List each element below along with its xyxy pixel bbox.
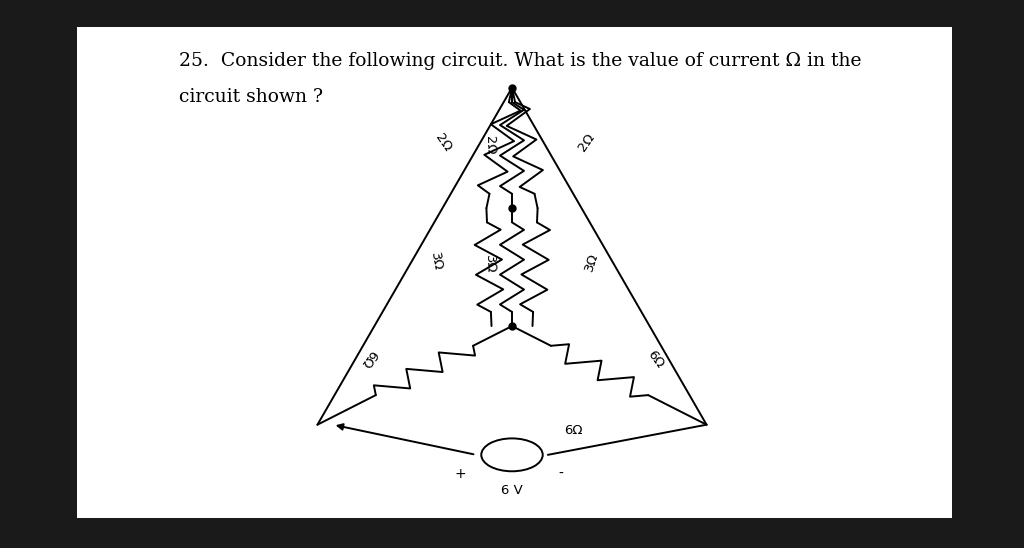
Text: 6Ω: 6Ω xyxy=(564,424,583,437)
Text: 2Ω: 2Ω xyxy=(482,136,497,155)
Text: 2Ω: 2Ω xyxy=(575,131,597,154)
Text: 6 V: 6 V xyxy=(501,484,523,497)
Text: 6Ω: 6Ω xyxy=(358,347,379,370)
Text: 3Ω: 3Ω xyxy=(428,252,443,272)
Text: 3Ω: 3Ω xyxy=(583,251,600,272)
Text: 6Ω: 6Ω xyxy=(645,347,666,370)
Text: -: - xyxy=(559,467,563,481)
Text: 2Ω: 2Ω xyxy=(432,131,454,154)
Text: circuit shown ?: circuit shown ? xyxy=(179,88,324,106)
Text: +: + xyxy=(455,467,467,481)
Text: 25.  Consider the following circuit. What is the value of current Ω in the: 25. Consider the following circuit. What… xyxy=(179,52,862,70)
Text: 3Ω: 3Ω xyxy=(482,255,497,274)
